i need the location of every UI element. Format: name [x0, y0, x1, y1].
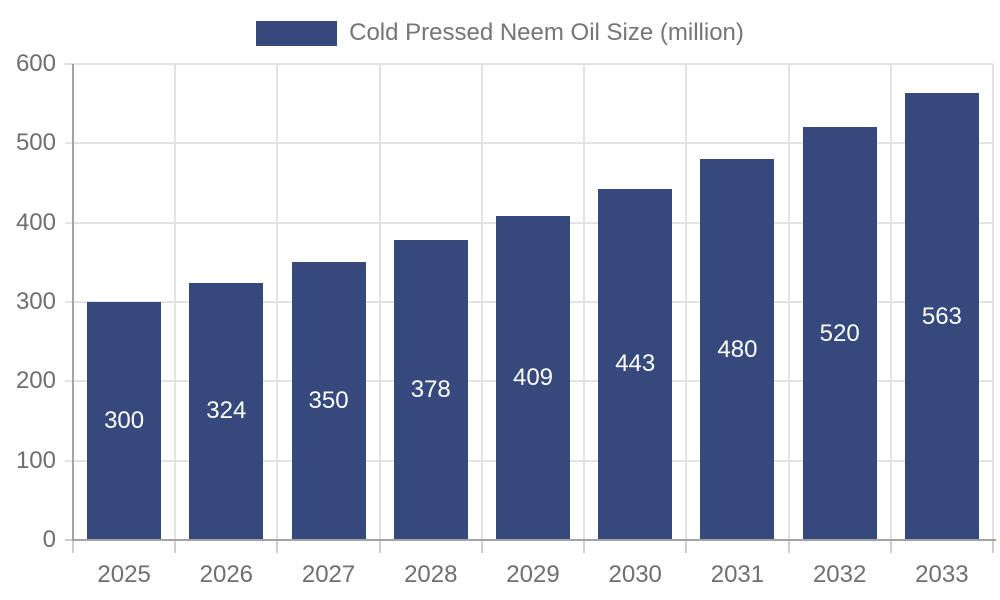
- x-tick-label: 2033: [915, 561, 969, 588]
- grid-line-vertical: [583, 64, 586, 540]
- x-axis-tick: [480, 541, 483, 553]
- y-tick-label: 600: [15, 50, 56, 77]
- y-tick-label: 200: [15, 367, 56, 395]
- bar-value-label: 350: [308, 387, 349, 415]
- x-tick-label: 2027: [301, 561, 356, 588]
- bar-value-label: 409: [512, 363, 554, 391]
- grid-line-horizontal: [65, 142, 993, 145]
- grid-line-vertical: [992, 64, 994, 540]
- bar-value-label: 300: [104, 407, 145, 434]
- bar-2031[interactable]: 480: [700, 159, 775, 540]
- x-tick-label: 2030: [608, 561, 662, 588]
- x-tick-label: 2031: [710, 561, 765, 588]
- legend-marker: [256, 20, 338, 46]
- grid-line-vertical: [378, 64, 381, 540]
- x-axis-tick: [787, 541, 790, 553]
- bar-2028[interactable]: 378: [393, 240, 468, 540]
- y-axis-line: [72, 64, 74, 540]
- bar-value-label: 520: [819, 319, 860, 347]
- bar-value-label: 378: [410, 376, 451, 404]
- x-axis-tick: [583, 541, 586, 553]
- x-axis-tick: [72, 541, 74, 553]
- y-tick-label: 400: [15, 208, 56, 236]
- bar-2025[interactable]: 300: [87, 302, 162, 540]
- bar-value-label: 480: [717, 335, 758, 363]
- y-tick-label: 300: [15, 288, 56, 315]
- x-axis-tick: [378, 541, 381, 553]
- x-axis-tick: [276, 541, 279, 553]
- bar-2029[interactable]: 409: [496, 215, 570, 540]
- bar-value-label: 324: [206, 397, 247, 425]
- y-axis-zero-tick: [65, 539, 73, 541]
- grid-line-vertical: [685, 64, 688, 540]
- x-axis-tick: [174, 541, 177, 553]
- x-tick-label: 2025: [97, 561, 151, 588]
- y-tick-label: 100: [15, 446, 56, 474]
- y-tick-label: 0: [42, 526, 56, 553]
- bar-2033[interactable]: 563: [904, 93, 979, 540]
- legend-item[interactable]: Cold Pressed Neem Oil Size (million): [0, 20, 1000, 46]
- grid-line-vertical: [480, 64, 483, 540]
- grid-line-horizontal: [65, 63, 993, 65]
- x-axis-tick: [889, 541, 892, 553]
- x-axis-tick: [685, 541, 688, 553]
- bar-value-label: 443: [615, 350, 656, 378]
- grid-line-vertical: [174, 64, 177, 540]
- x-axis-line: [72, 539, 996, 541]
- bar-2032[interactable]: 520: [802, 127, 877, 540]
- y-tick-label: 500: [15, 129, 56, 157]
- legend-label: Cold Pressed Neem Oil Size (million): [349, 19, 744, 46]
- bar-2027[interactable]: 350: [291, 262, 366, 540]
- bar-value-label: 563: [921, 302, 962, 330]
- x-tick-label: 2032: [812, 561, 867, 588]
- grid-line-vertical: [276, 64, 279, 540]
- x-axis-tick: [992, 541, 994, 553]
- grid-line-vertical: [889, 64, 892, 540]
- x-tick-label: 2028: [404, 561, 458, 588]
- bar-2026[interactable]: 324: [189, 282, 264, 540]
- x-tick-label: 2026: [199, 561, 254, 588]
- x-tick-label: 2029: [506, 561, 560, 588]
- bar-2030[interactable]: 443: [598, 188, 673, 540]
- grid-line-vertical: [787, 64, 790, 540]
